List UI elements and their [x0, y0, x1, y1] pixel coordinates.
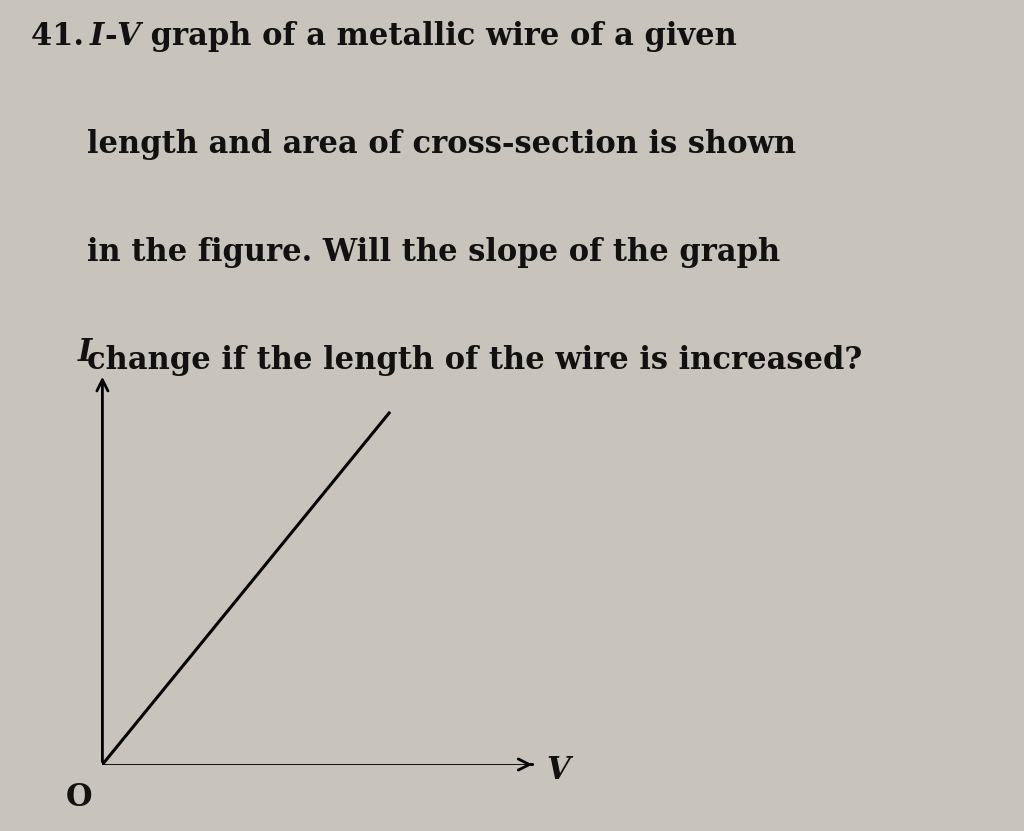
Text: graph of a metallic wire of a given: graph of a metallic wire of a given: [140, 21, 737, 52]
Text: I: I: [90, 21, 104, 52]
Text: V: V: [117, 21, 140, 52]
Text: I: I: [78, 337, 92, 368]
Text: change if the length of the wire is increased?: change if the length of the wire is incr…: [87, 345, 862, 376]
Text: -: -: [104, 21, 117, 52]
Text: O: O: [67, 782, 93, 813]
Text: in the figure. Will the slope of the graph: in the figure. Will the slope of the gra…: [87, 237, 780, 268]
Text: V: V: [547, 755, 570, 786]
Text: length and area of cross-section is shown: length and area of cross-section is show…: [87, 129, 797, 160]
Text: 41.: 41.: [31, 21, 90, 52]
